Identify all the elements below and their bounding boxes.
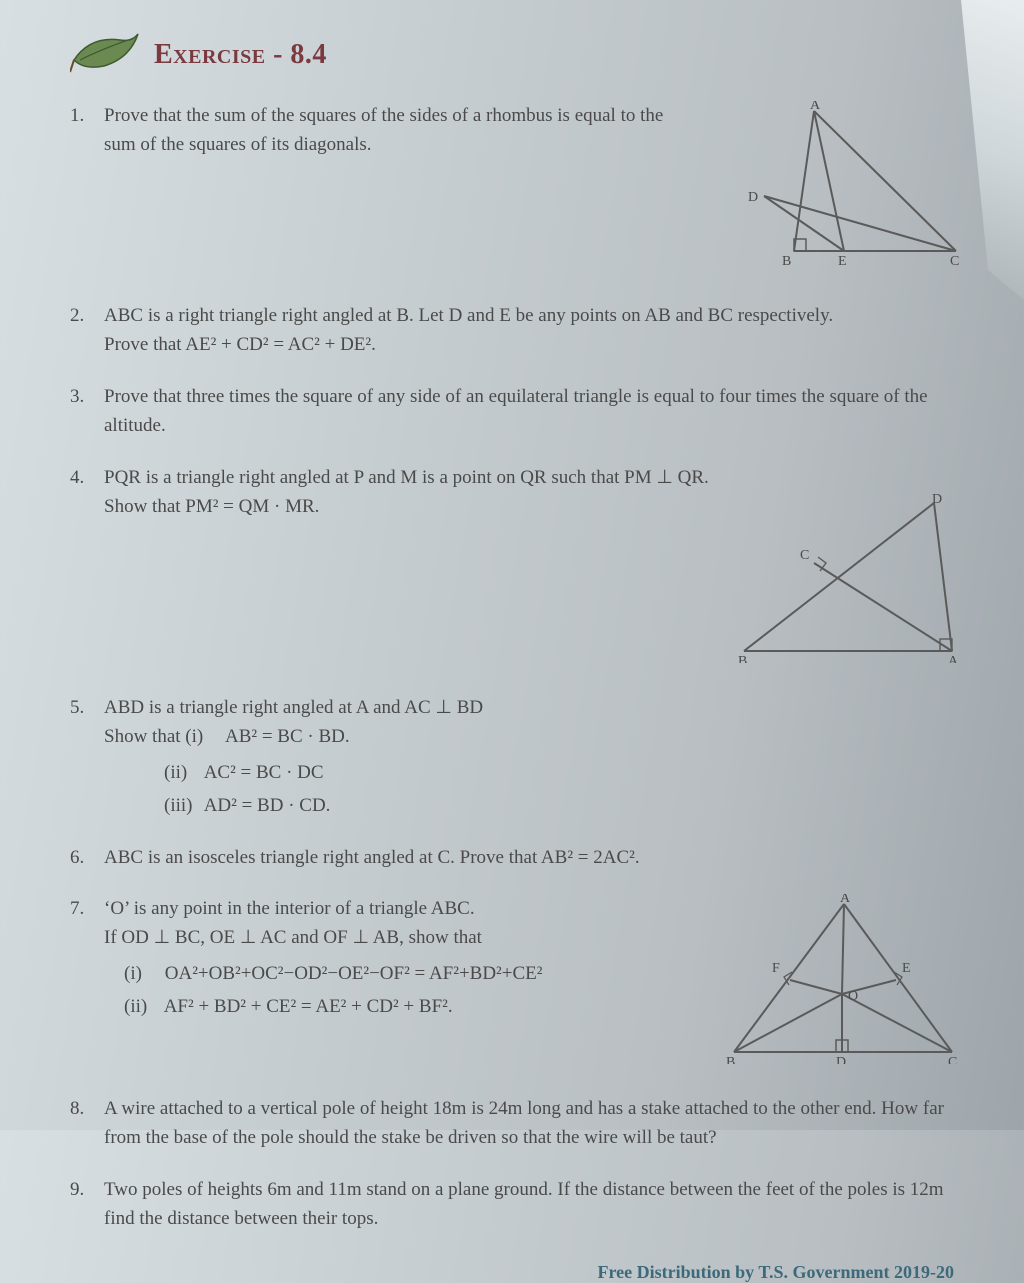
- subpart: (ii) AC² = BC · DC: [164, 758, 964, 787]
- svg-text:E: E: [902, 961, 911, 976]
- question-text: A wire attached to a vertical pole of he…: [104, 1098, 944, 1148]
- part-roman: (i): [185, 722, 221, 751]
- question-3: Prove that three times the square of any…: [70, 382, 964, 441]
- question-9: Two poles of heights 6m and 11m stand on…: [70, 1175, 964, 1234]
- subpart: (iii) AD² = BD · CD.: [164, 791, 964, 820]
- figure-q5: A B C D: [734, 493, 964, 663]
- question-text: Prove that the sum of the squares of the…: [104, 105, 663, 155]
- question-7: A B C D E F O ‘O’ is any point in the interior…: [70, 894, 964, 1072]
- svg-text:E: E: [838, 254, 847, 269]
- figure-q2: A B C D E: [704, 101, 964, 271]
- exercise-title: Exercise - 8.4: [154, 39, 327, 71]
- question-text: ABC is an isosceles triangle right angle…: [104, 847, 640, 868]
- svg-text:O: O: [848, 989, 858, 1004]
- leaf-icon: [70, 30, 142, 79]
- question-text: Prove that three times the square of any…: [104, 386, 928, 436]
- question-list: A B C D E Prove that the sum of the squares …: [70, 101, 964, 1234]
- svg-text:B: B: [782, 254, 791, 269]
- part-eq: AB² = BC · BD.: [225, 726, 350, 747]
- question-text: ABD is a triangle right angled at A and …: [104, 697, 483, 718]
- figure-q7: A B C D E F O: [724, 894, 964, 1064]
- svg-text:F: F: [772, 961, 780, 976]
- question-show-intro: Show that: [104, 726, 181, 747]
- question-1: A B C D E Prove that the sum of the squares …: [70, 101, 964, 279]
- question-show: Show that PM² = QM · MR.: [104, 496, 319, 517]
- svg-text:A: A: [948, 654, 959, 663]
- question-text: Two poles of heights 6m and 11m stand on…: [104, 1179, 944, 1229]
- question-2: ABC is a right triangle right angled at …: [70, 301, 964, 360]
- part-eq: AF² + BD² + CE² = AE² + CD² + BF².: [164, 996, 453, 1017]
- question-5: ABD is a triangle right angled at A and …: [70, 693, 964, 821]
- question-text: ABC is a right triangle right angled at …: [104, 305, 833, 326]
- part-eq: AD² = BD · CD.: [204, 795, 331, 816]
- footer-text: Free Distribution by T.S. Government 201…: [70, 1262, 964, 1283]
- part-eq: OA²+OB²+OC²−OD²−OE²−OF² = AF²+BD²+CE²: [165, 963, 543, 984]
- exercise-heading: Exercise - 8.4: [70, 30, 964, 79]
- part-roman: (iii): [164, 791, 200, 820]
- svg-text:D: D: [932, 493, 942, 507]
- question-prove: Prove that AE² + CD² = AC² + DE².: [104, 334, 376, 355]
- part-roman: (i): [124, 959, 160, 988]
- question-text: PQR is a triangle right angled at P and …: [104, 467, 709, 488]
- svg-text:D: D: [748, 190, 758, 205]
- svg-text:D: D: [836, 1055, 846, 1064]
- part-eq: AC² = BC · DC: [204, 762, 324, 783]
- part-roman: (ii): [164, 758, 200, 787]
- question-cond: If OD ⊥ BC, OE ⊥ AC and OF ⊥ AB, show th…: [104, 927, 482, 948]
- question-4: A B C D PQR is a triangle right angled at P…: [70, 463, 964, 671]
- svg-text:A: A: [840, 894, 851, 906]
- svg-text:A: A: [810, 101, 821, 113]
- part-roman: (ii): [124, 992, 160, 1021]
- svg-text:C: C: [950, 254, 959, 269]
- question-6: ABC is an isosceles triangle right angle…: [70, 843, 964, 872]
- svg-text:C: C: [800, 548, 809, 563]
- svg-text:C: C: [948, 1055, 957, 1064]
- question-8: A wire attached to a vertical pole of he…: [70, 1094, 964, 1153]
- question-text: ‘O’ is any point in the interior of a tr…: [104, 898, 475, 919]
- svg-text:B: B: [738, 654, 747, 663]
- svg-text:B: B: [726, 1055, 735, 1064]
